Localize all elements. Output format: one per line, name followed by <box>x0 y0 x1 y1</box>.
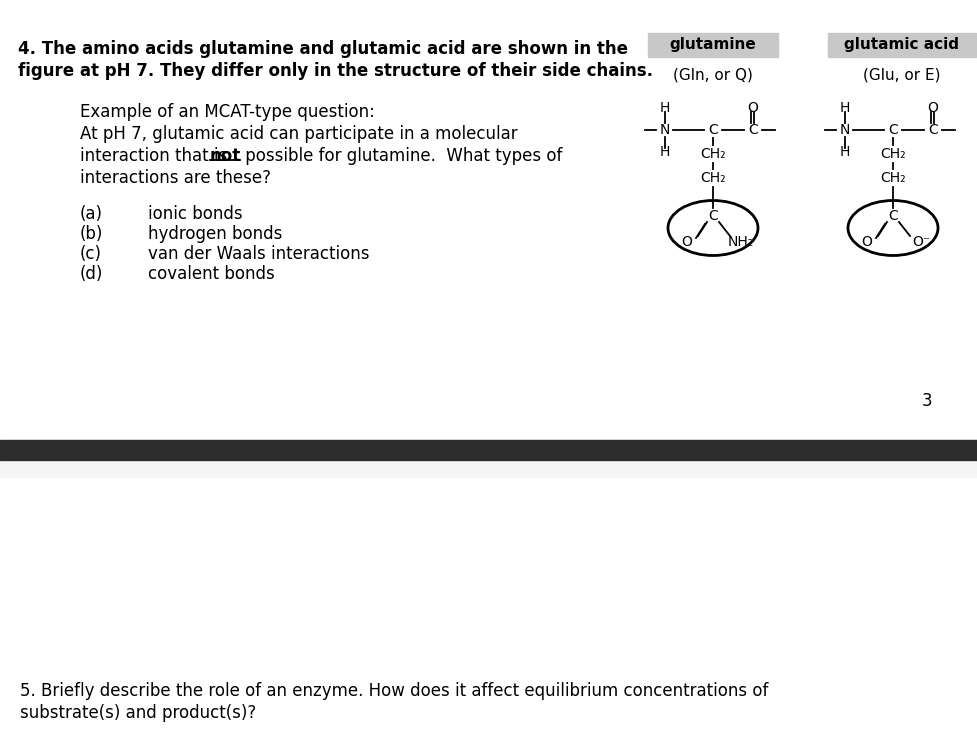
Text: H: H <box>659 101 669 115</box>
Text: van der Waals interactions: van der Waals interactions <box>148 245 369 263</box>
Text: O: O <box>746 101 757 115</box>
Text: O: O <box>926 101 938 115</box>
Bar <box>828 33 975 57</box>
Text: (c): (c) <box>80 245 102 263</box>
Text: CH₂: CH₂ <box>879 147 905 161</box>
Text: substrate(s) and product(s)?: substrate(s) and product(s)? <box>20 704 256 722</box>
Text: interactions are these?: interactions are these? <box>80 169 271 187</box>
Text: covalent bonds: covalent bonds <box>148 265 275 283</box>
Text: figure at pH 7. They differ only in the structure of their side chains.: figure at pH 7. They differ only in the … <box>18 62 653 80</box>
Text: NH₂: NH₂ <box>727 235 753 249</box>
Text: C: C <box>707 123 717 137</box>
Text: Example of an MCAT-type question:: Example of an MCAT-type question: <box>80 103 374 121</box>
Text: 4. The amino acids glutamine and glutamic acid are shown in the: 4. The amino acids glutamine and glutami… <box>18 40 627 58</box>
Text: 5. Briefly describe the role of an enzyme. How does it affect equilibrium concen: 5. Briefly describe the role of an enzym… <box>20 682 768 700</box>
Text: interaction that is: interaction that is <box>80 147 233 165</box>
Text: CH₂: CH₂ <box>879 171 905 185</box>
Text: O: O <box>681 235 692 249</box>
Text: ionic bonds: ionic bonds <box>148 205 242 223</box>
Text: C: C <box>927 123 937 137</box>
Text: C: C <box>747 123 757 137</box>
Text: N: N <box>839 123 849 137</box>
Text: (b): (b) <box>80 225 104 243</box>
Text: O⁻: O⁻ <box>911 235 929 249</box>
Text: At pH 7, glutamic acid can participate in a molecular: At pH 7, glutamic acid can participate i… <box>80 125 517 143</box>
Text: (Gln, or Q): (Gln, or Q) <box>672 67 752 82</box>
Text: possible for glutamine.  What types of: possible for glutamine. What types of <box>239 147 562 165</box>
Text: glutamine: glutamine <box>669 37 755 53</box>
Bar <box>0 440 977 460</box>
Text: C: C <box>887 123 897 137</box>
Text: C: C <box>887 209 897 223</box>
Text: (a): (a) <box>80 205 103 223</box>
Text: CH₂: CH₂ <box>700 147 725 161</box>
Text: (d): (d) <box>80 265 104 283</box>
Text: C: C <box>707 209 717 223</box>
Text: 3: 3 <box>921 392 932 410</box>
Text: not: not <box>210 147 241 165</box>
Bar <box>648 33 778 57</box>
Text: N: N <box>659 123 669 137</box>
Text: hydrogen bonds: hydrogen bonds <box>148 225 282 243</box>
Text: O: O <box>861 235 871 249</box>
Text: glutamic acid: glutamic acid <box>843 37 958 53</box>
Text: H: H <box>839 145 849 159</box>
Text: H: H <box>659 145 669 159</box>
Text: (Glu, or E): (Glu, or E) <box>863 67 940 82</box>
Text: CH₂: CH₂ <box>700 171 725 185</box>
Text: H: H <box>839 101 849 115</box>
Bar <box>0 0 977 460</box>
Bar <box>0 478 977 733</box>
